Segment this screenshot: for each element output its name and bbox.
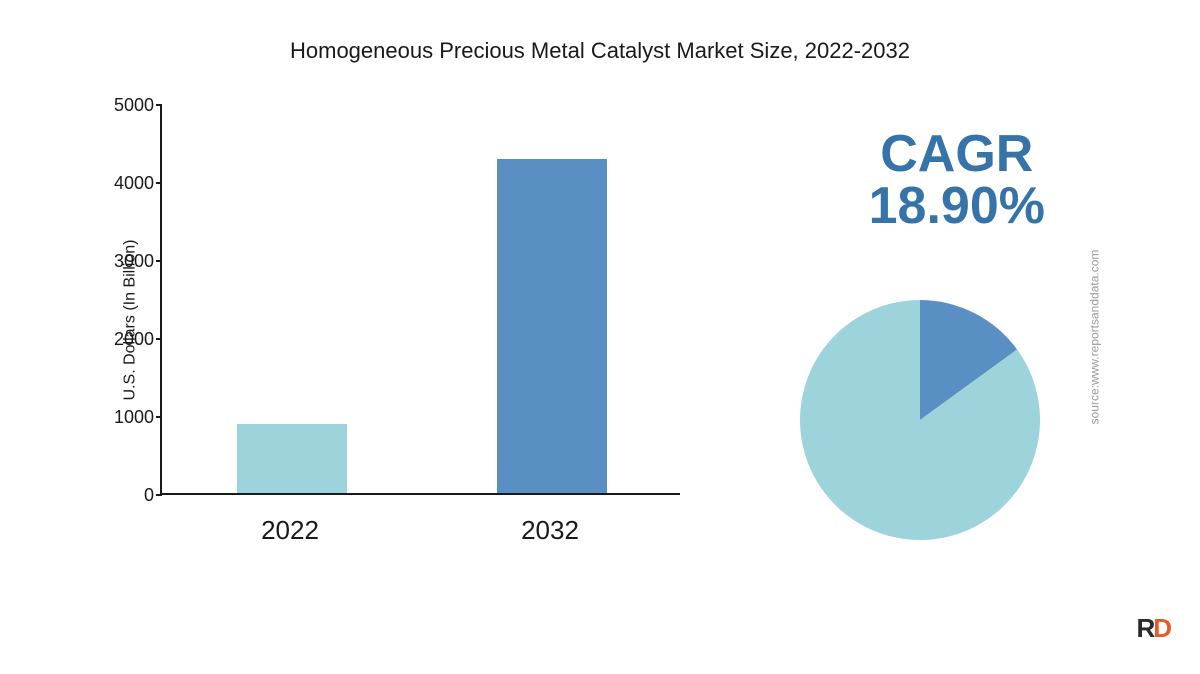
bar-2022 [237,424,346,493]
y-tick-mark [156,260,162,262]
logo-d: D [1153,613,1170,643]
x-label-2032: 2032 [420,515,680,546]
y-tick-mark [156,416,162,418]
logo: RD [1136,613,1170,644]
y-tick-mark [156,494,162,496]
y-tick-mark [156,104,162,106]
y-tick-label: 2000 [106,329,154,350]
cagr-callout: CAGR 18.90% [869,128,1045,232]
logo-r: R [1136,613,1153,643]
y-tick-mark [156,338,162,340]
source-attribution: source:www.reportsanddata.com [1088,250,1102,425]
plot-region [160,105,680,495]
x-label-2022: 2022 [160,515,420,546]
y-tick-label: 1000 [106,407,154,428]
cagr-value: 18.90% [869,180,1045,232]
y-tick-label: 4000 [106,173,154,194]
cagr-label: CAGR [869,128,1045,180]
bar-chart: U.S. Dollars (In Billion) 01000200030004… [100,105,680,535]
pie-chart [800,300,1040,540]
y-tick-label: 0 [106,485,154,506]
y-tick-label: 5000 [106,95,154,116]
y-tick-label: 3000 [106,251,154,272]
y-tick-mark [156,182,162,184]
bar-2032 [497,159,606,493]
chart-title: Homogeneous Precious Metal Catalyst Mark… [0,0,1200,64]
